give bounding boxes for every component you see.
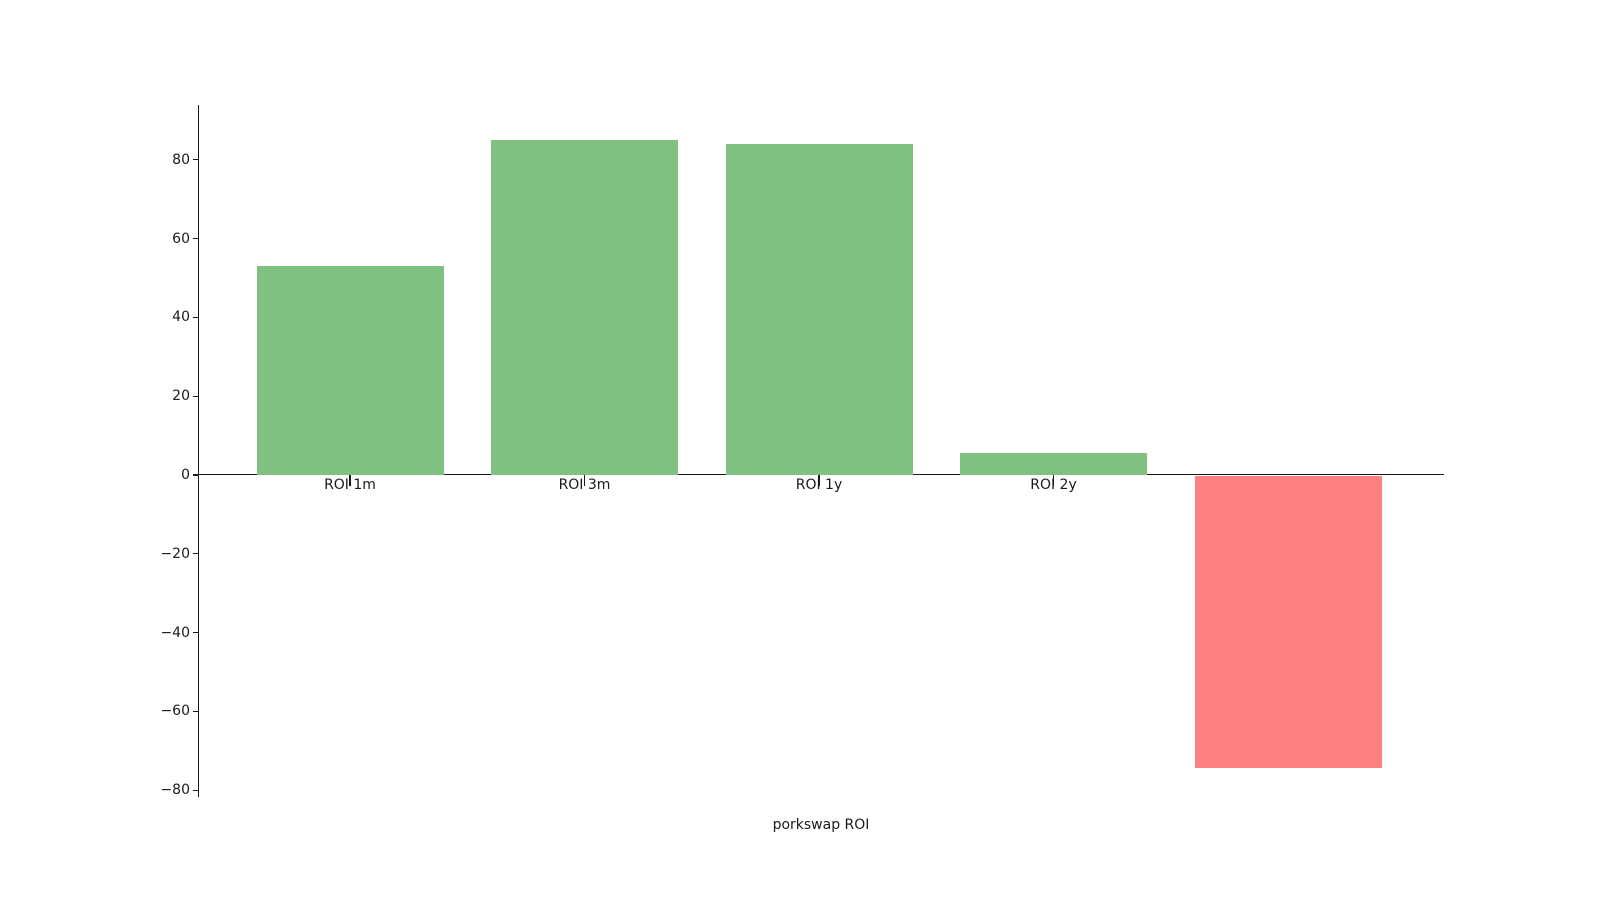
x-tick-label: ROI 2y — [1030, 477, 1077, 493]
y-tick-label: 80 — [172, 151, 190, 168]
y-tick — [193, 395, 198, 397]
y-tick — [193, 237, 198, 240]
y-tick-label: −20 — [160, 545, 190, 562]
x-tick — [818, 475, 820, 486]
y-tick — [193, 474, 198, 476]
bar-roi-1y — [725, 144, 913, 475]
y-tick — [193, 789, 198, 791]
x-tick — [1052, 475, 1055, 486]
y-axis-line — [198, 105, 200, 797]
y-tick — [193, 159, 198, 161]
y-tick-label: 40 — [172, 309, 190, 326]
y-tick-label: −60 — [160, 703, 190, 720]
bar-unlabeled — [1194, 476, 1382, 768]
x-tick — [349, 475, 351, 486]
bar-roi-3m — [491, 140, 678, 475]
x-tick-label: ROI 3m — [558, 477, 611, 493]
y-tick-label: −40 — [160, 624, 190, 641]
x-tick-label: ROI 1m — [324, 477, 376, 493]
y-tick-label: −80 — [160, 782, 190, 799]
y-tick — [193, 553, 198, 555]
y-tick — [193, 316, 198, 318]
x-tick — [583, 475, 586, 486]
bar-roi-1m — [256, 266, 444, 475]
y-tick — [193, 631, 198, 634]
x-tick-label: ROI 1y — [795, 477, 843, 493]
y-tick-label: 0 — [181, 467, 190, 483]
x-axis-title: porkswap ROI — [772, 817, 870, 833]
y-tick-label: 60 — [172, 230, 190, 247]
bar-roi-2y — [960, 453, 1147, 475]
y-tick-label: 20 — [172, 388, 190, 405]
y-tick — [193, 710, 198, 712]
